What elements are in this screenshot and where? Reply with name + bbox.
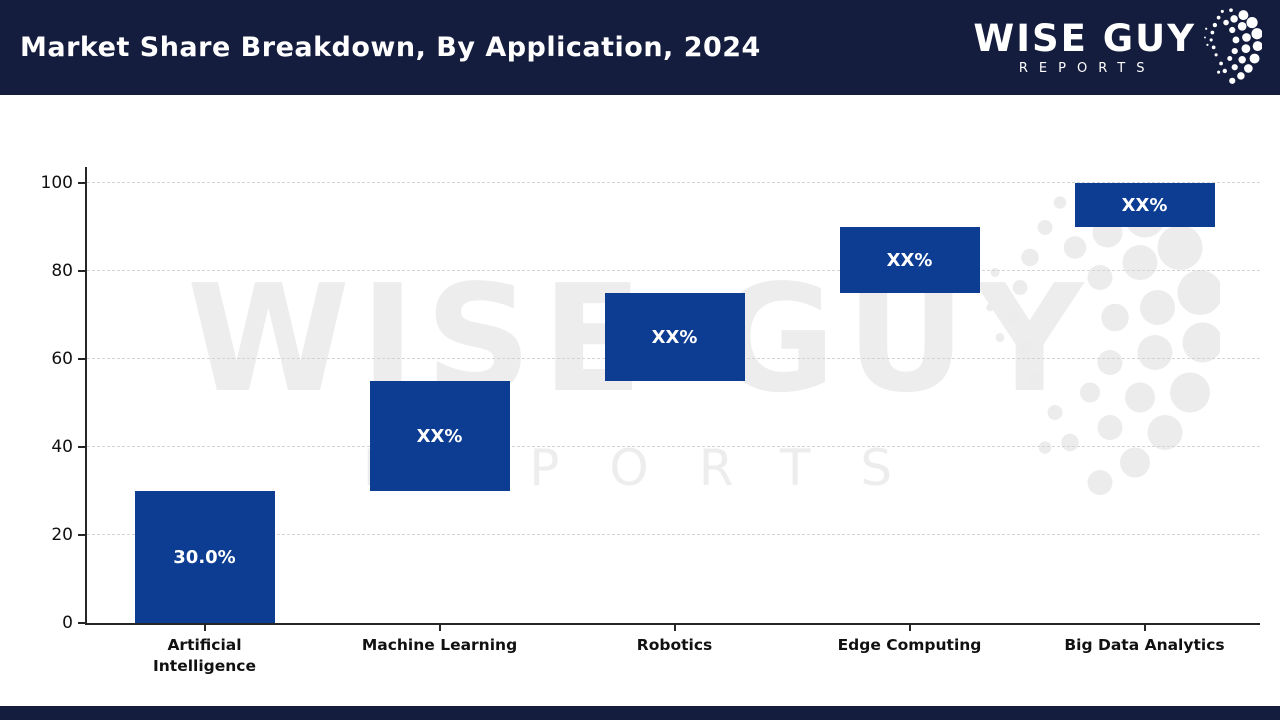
bar-segment-3: XX% [839,227,980,293]
watermark-head-icon [986,190,1220,495]
y-tick-label: 60 [51,349,73,369]
x-tick-mark [1143,625,1146,631]
y-tick-label: 40 [51,437,73,457]
bar-segment-4: XX% [1074,183,1215,227]
gridline [87,182,1260,183]
bar-value-label: XX% [416,425,463,447]
gridline [87,534,1260,535]
page-title: Market Share Breakdown, By Application, … [20,32,761,63]
header: Market Share Breakdown, By Application, … [0,0,1280,95]
chart-area: WISE GUY REPORTS 0 20 40 60 80 100 30.0% Artifi… [0,95,1280,706]
logo-wordmark-line1: WISE GUY [973,16,1196,60]
logo-wordmark-line2: REPORTS [1018,60,1156,76]
y-tick-mark [78,270,85,272]
bar-value-label: XX% [651,326,698,348]
gridline [87,270,1260,271]
bar-value-label: XX% [886,249,933,271]
y-tick-mark [78,182,85,184]
bar-value-label: 30.0% [173,546,236,568]
y-tick-mark [78,446,85,448]
bar-segment-1: XX% [369,381,510,491]
bar-segment-2: XX% [604,293,745,381]
x-tick-mark [908,625,911,631]
footer-bar [0,706,1280,720]
x-tick-mark [438,625,441,631]
y-tick-label: 0 [62,613,73,633]
y-tick-label: 80 [51,261,73,281]
bar-value-label: XX% [1121,194,1168,216]
x-category-label: Machine Learning [361,636,518,654]
gridline [87,446,1260,447]
y-tick-mark [78,622,85,624]
x-category-label: Edge Computing [837,636,982,654]
x-tick-mark [203,625,206,631]
y-tick-mark [78,534,85,536]
brand-logo: WISE GUY REPORTS [973,6,1262,90]
logo-head-icon [1204,7,1262,84]
y-tick-mark [78,358,85,360]
x-category-label: Robotics [636,636,713,654]
x-category-label: Artificial Intelligence [152,636,256,675]
y-tick-label: 20 [51,525,73,545]
x-category-label: Big Data Analytics [1064,636,1225,654]
x-tick-mark [673,625,676,631]
logo-wordmark: WISE GUY REPORTS [973,20,1196,76]
plot-area: 0 20 40 60 80 100 30.0% Artificial Intelligence… [41,167,1260,675]
bar-segment-0: 30.0% [134,491,275,623]
y-tick-label: 100 [40,173,73,193]
